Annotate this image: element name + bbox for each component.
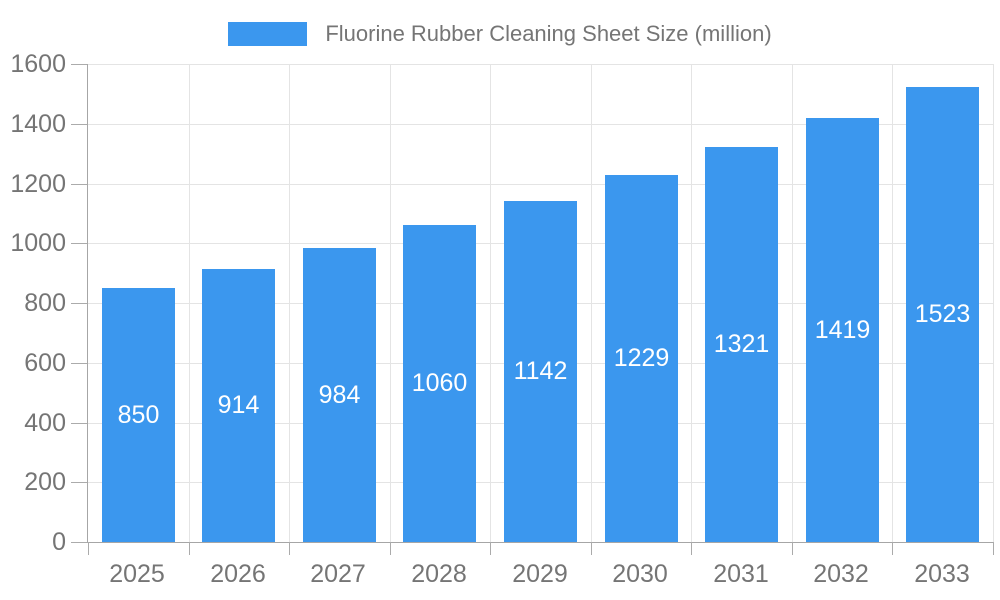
- y-axis-labels: 0 200 400 600 800 1000 1200 1400 1600: [0, 50, 66, 556]
- x-axis-tick: [289, 542, 290, 555]
- vertical-gridline: [892, 64, 893, 542]
- bar-2027[interactable]: 984: [303, 248, 376, 542]
- x-tick-label: 2025: [109, 560, 165, 588]
- y-tick-label: 200: [24, 468, 66, 496]
- x-axis-tick: [189, 542, 190, 555]
- y-tick-label: 1400: [10, 110, 66, 138]
- x-axis-tick: [490, 542, 491, 555]
- bar-value-label: 1229: [613, 344, 670, 372]
- bar-2028[interactable]: 1060: [403, 225, 476, 542]
- bar-2026[interactable]: 914: [202, 269, 275, 542]
- x-tick-label: 2028: [411, 560, 467, 588]
- x-tick-label: 2026: [210, 560, 266, 588]
- bar-2031[interactable]: 1321: [705, 147, 778, 542]
- y-axis-tick: [71, 363, 87, 364]
- bar-2029[interactable]: 1142: [504, 201, 577, 542]
- y-axis-tick: [71, 243, 87, 244]
- vertical-gridline: [591, 64, 592, 542]
- y-tick-label: 1200: [10, 170, 66, 198]
- x-axis-tick: [892, 542, 893, 555]
- bar-value-label: 1523: [914, 300, 971, 328]
- legend-item[interactable]: Fluorine Rubber Cleaning Sheet Size (mil…: [0, 19, 1000, 49]
- legend-swatch: [228, 22, 308, 46]
- bar-2032[interactable]: 1419: [806, 118, 879, 542]
- bar-value-label: 914: [217, 391, 260, 419]
- y-axis-tick: [71, 482, 87, 483]
- bar-value-label: 984: [318, 381, 361, 409]
- y-tick-label: 1000: [10, 229, 66, 257]
- y-tick-label: 0: [52, 528, 66, 556]
- vertical-gridline: [289, 64, 290, 542]
- x-axis-labels: 2025 2026 2027 2028 2029 2030 2031 2032 2033: [87, 543, 992, 599]
- x-axis-tick: [792, 542, 793, 555]
- vertical-gridline: [993, 64, 994, 542]
- x-tick-label: 2033: [914, 560, 970, 588]
- y-axis-tick: [71, 542, 87, 543]
- x-tick-label: 2027: [310, 560, 366, 588]
- x-tick-label: 2031: [713, 560, 769, 588]
- horizontal-gridline: [88, 64, 993, 65]
- bar-value-label: 850: [117, 401, 160, 429]
- y-tick-label: 600: [24, 349, 66, 377]
- x-tick-label: 2030: [612, 560, 668, 588]
- bar-2033[interactable]: 1523: [906, 87, 979, 542]
- bar-2030[interactable]: 1229: [605, 175, 678, 542]
- bar-value-label: 1419: [814, 316, 871, 344]
- x-axis-tick: [993, 542, 994, 555]
- y-axis-tick: [71, 124, 87, 125]
- legend-label: Fluorine Rubber Cleaning Sheet Size (mil…: [325, 21, 772, 46]
- vertical-gridline: [792, 64, 793, 542]
- bar-value-label: 1321: [713, 330, 770, 358]
- horizontal-gridline: [88, 184, 993, 185]
- y-axis-tick: [71, 64, 87, 65]
- vertical-gridline: [390, 64, 391, 542]
- plot-area: 850 914 984 1060 1142 1229 1321 1419 1523: [71, 64, 994, 555]
- x-tick-label: 2032: [813, 560, 869, 588]
- y-axis-tick: [71, 303, 87, 304]
- bar-value-label: 1142: [513, 357, 568, 385]
- y-axis-tick: [71, 184, 87, 185]
- y-axis-tick: [71, 423, 87, 424]
- y-tick-label: 400: [24, 409, 66, 437]
- x-axis-tick: [691, 542, 692, 555]
- vertical-gridline: [691, 64, 692, 542]
- y-tick-label: 800: [24, 289, 66, 317]
- bar-2025[interactable]: 850: [102, 288, 175, 542]
- vertical-gridline: [189, 64, 190, 542]
- x-axis-tick: [88, 542, 89, 555]
- bar-value-label: 1060: [411, 369, 468, 397]
- x-axis-tick: [390, 542, 391, 555]
- y-tick-label: 1600: [10, 50, 66, 78]
- vertical-gridline: [490, 64, 491, 542]
- horizontal-gridline: [88, 124, 993, 125]
- x-tick-label: 2029: [512, 560, 568, 588]
- x-axis-tick: [591, 542, 592, 555]
